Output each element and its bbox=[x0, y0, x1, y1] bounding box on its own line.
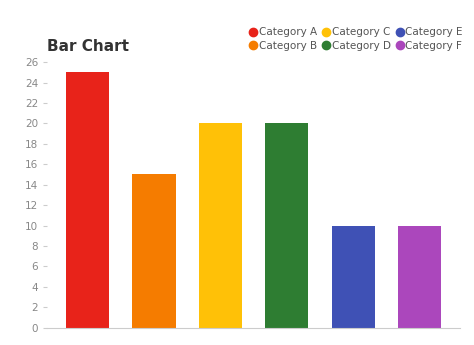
Bar bbox=[66, 72, 109, 328]
Text: Bar Chart: Bar Chart bbox=[47, 39, 129, 54]
Bar bbox=[331, 226, 374, 328]
Bar bbox=[199, 124, 242, 328]
Legend: Category A, Category B, Category C, Category D, Category E, Category F: Category A, Category B, Category C, Cate… bbox=[251, 28, 463, 51]
Bar bbox=[265, 124, 308, 328]
Bar bbox=[133, 175, 176, 328]
Bar bbox=[398, 226, 441, 328]
